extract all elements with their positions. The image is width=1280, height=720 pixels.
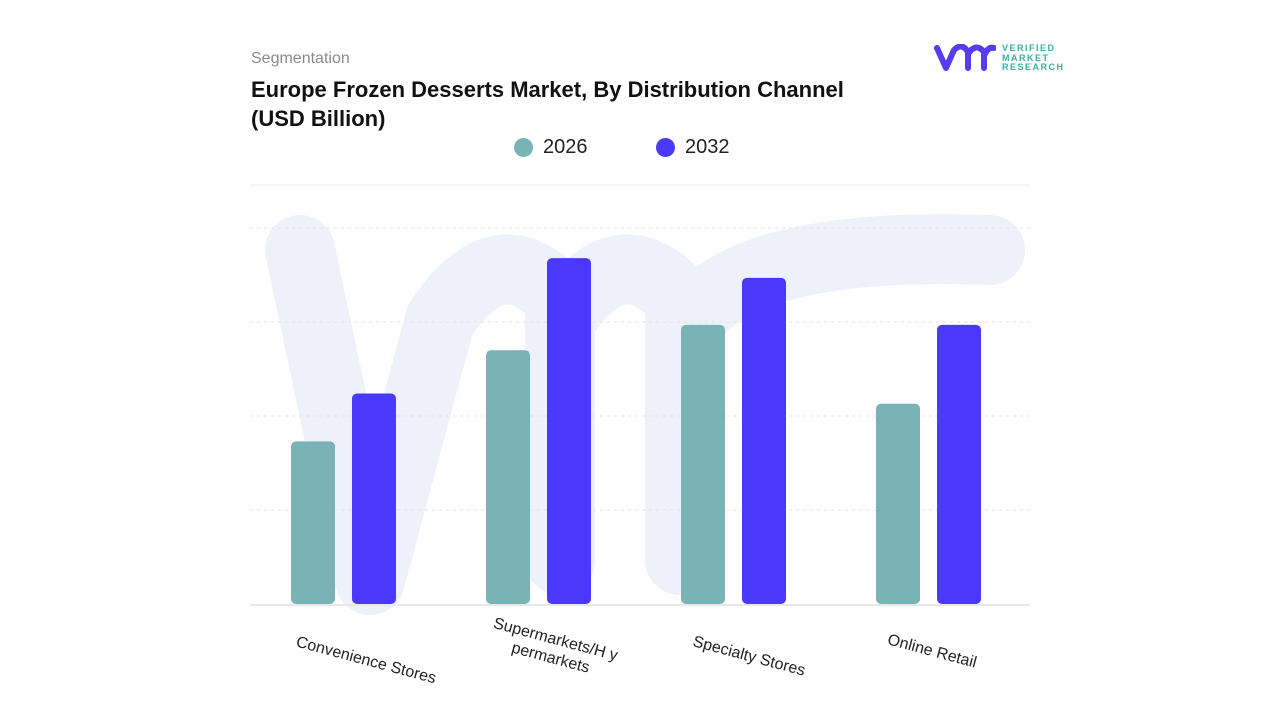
- vmr-logo-icon: [934, 44, 996, 72]
- logo-line-3: RESEARCH: [1002, 62, 1065, 72]
- legend-swatch-2026: [514, 138, 533, 157]
- vmr-logo: VERIFIED MARKET RESEARCH: [934, 43, 1065, 73]
- legend-item-2026: 2026: [514, 136, 588, 159]
- bar-2026-3: [876, 403, 920, 604]
- legend-label-2032: 2032: [685, 136, 730, 158]
- segmentation-label: Segmentation: [251, 50, 350, 67]
- bar-2032-0: [352, 393, 396, 604]
- bar-2032-3: [937, 324, 981, 604]
- legend-swatch-2032: [656, 138, 675, 157]
- bar-2026-0: [291, 441, 335, 604]
- bar-2026-1: [486, 350, 530, 604]
- logo-line-1: VERIFIED: [1002, 43, 1056, 53]
- logo-line-2: MARKET: [1002, 52, 1050, 63]
- legend: 2026 2032: [0, 136, 1280, 162]
- bar-2026-2: [681, 324, 725, 604]
- bar-2032-1: [547, 258, 591, 604]
- legend-item-2032: 2032: [656, 136, 730, 159]
- chart-title: Europe Frozen Desserts Market, By Distri…: [251, 77, 844, 131]
- legend-label-2026: 2026: [543, 136, 588, 158]
- bar-2032-2: [742, 277, 786, 604]
